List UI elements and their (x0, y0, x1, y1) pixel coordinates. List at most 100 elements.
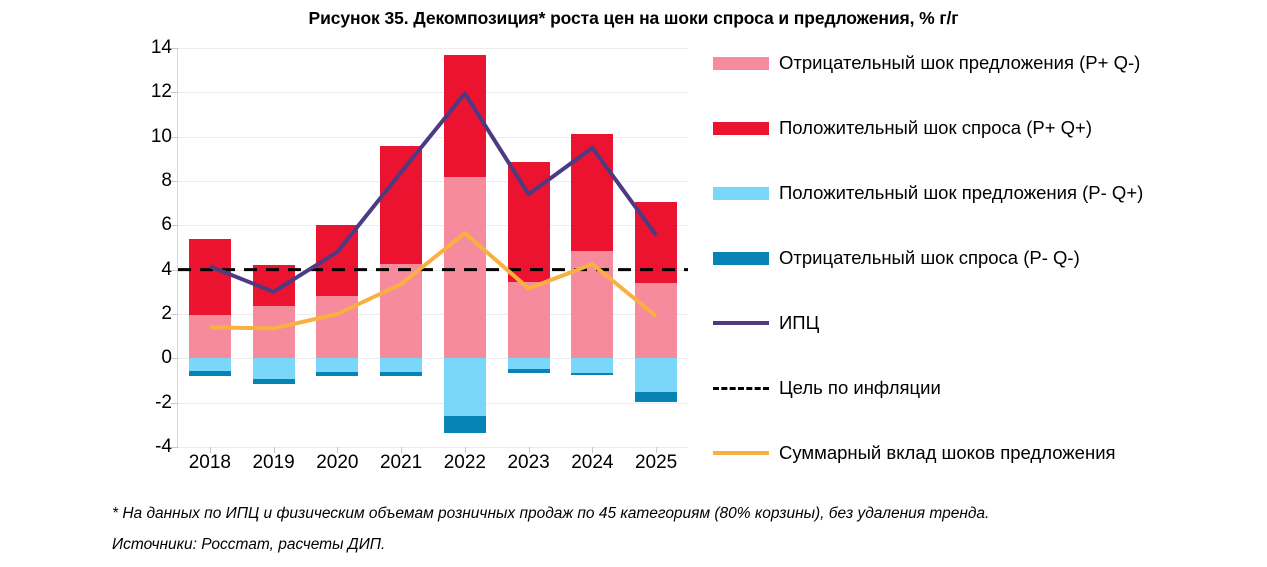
bar-segment (635, 358, 678, 392)
y-axis-tick (171, 136, 178, 138)
legend-swatch-icon (713, 321, 769, 325)
gridline (178, 181, 688, 182)
footnote-note: * На данных по ИПЦ и физическим объемам … (112, 505, 990, 522)
footnote-sources: Источники: Росстат, расчеты ДИП. (112, 536, 386, 553)
legend-item[interactable]: Цель по инфляции (713, 375, 941, 401)
bar-segment (635, 282, 678, 359)
x-axis-tick-label: 2021 (379, 452, 423, 473)
series-line (209, 91, 658, 294)
plot-area (171, 48, 688, 453)
bar-segment (188, 238, 231, 316)
legend-swatch-icon (713, 386, 769, 390)
bar-segment (443, 415, 486, 433)
legend-label: Отрицательный шок предложения (P+ Q-) (779, 51, 1141, 73)
bar-segment (252, 379, 295, 384)
x-axis-tick (337, 447, 339, 453)
bar-segment (188, 315, 231, 359)
bar-segment (443, 176, 486, 359)
bar-segment (252, 306, 295, 359)
bar-segment (571, 372, 614, 375)
bar-segment (380, 358, 423, 372)
chart-title: Рисунок 35. Декомпозиция* роста цен на ш… (308, 8, 959, 28)
legend-item[interactable]: ИПЦ (713, 310, 819, 336)
y-axis-tick-label: 14 (150, 37, 172, 58)
x-axis-tick (528, 447, 530, 453)
bar-segment (188, 358, 231, 371)
line-overlay (178, 91, 688, 331)
bar-segment (507, 358, 550, 370)
gridline (178, 92, 688, 94)
y-axis-tick (171, 314, 178, 315)
x-axis-tick (592, 447, 594, 453)
bar-segment (316, 371, 359, 377)
bar-segment (188, 370, 231, 377)
y-axis-tick-label: 2 (161, 303, 172, 324)
legend-swatch-icon (713, 186, 769, 200)
bar-segment (571, 134, 614, 251)
y-axis-tick-label: 10 (150, 125, 172, 147)
bar-segment (571, 358, 614, 373)
x-axis-tick-label: 2022 (443, 452, 487, 473)
legend-swatch-icon (713, 451, 769, 455)
y-axis-labels: 14 12 10 8 6 4 2 0 -2 -4 (110, 37, 172, 457)
gridline (178, 358, 688, 360)
x-axis-tick (273, 447, 275, 453)
x-axis-tick-label: 2019 (252, 452, 295, 473)
series-line (209, 231, 658, 331)
x-axis-tick-label: 2025 (634, 452, 678, 473)
gridline (178, 225, 688, 227)
y-axis-tick (171, 92, 178, 94)
gridline (178, 48, 688, 49)
y-axis-tick-label: 0 (161, 347, 172, 369)
x-axis-tick-label: 2020 (316, 452, 359, 473)
bar-segment (443, 358, 486, 416)
bar-segment (380, 264, 423, 359)
x-axis-tick-label: 2024 (571, 452, 614, 473)
y-axis-tick (171, 358, 178, 360)
legend-label: Суммарный вклад шоков предложения (779, 441, 1116, 463)
gridline (178, 447, 688, 448)
bar-segment (507, 369, 550, 373)
x-axis-tick (401, 447, 403, 453)
legend-item[interactable]: Суммарный вклад шоков предложения (713, 440, 1116, 466)
legend-item[interactable]: Отрицательный шок спроса (P- Q-) (713, 245, 1080, 271)
legend-item[interactable]: Положительный шок спроса (P+ Q+) (713, 115, 1092, 141)
legend-label: Положительный шок спроса (P+ Q+) (779, 116, 1093, 138)
gridline (178, 136, 688, 138)
legend-label: Отрицательный шок спроса (P- Q-) (779, 246, 1080, 268)
legend-label: ИПЦ (779, 311, 820, 333)
x-axis-tick (464, 447, 466, 453)
legend-swatch-icon (713, 251, 769, 265)
bar-segment (252, 358, 295, 380)
gridline (178, 314, 688, 315)
legend-item[interactable]: Положительный шок предложения (P- Q+) (713, 180, 1143, 206)
y-axis-tick (171, 225, 178, 227)
x-axis-tick-label: 2018 (188, 452, 232, 473)
y-axis-tick-label: 6 (161, 214, 172, 236)
y-axis-tick-label: 8 (161, 170, 172, 191)
x-axis-tick (209, 447, 211, 453)
bar-segment (380, 145, 423, 265)
bar-segment (507, 281, 550, 359)
bar-segment (635, 391, 678, 402)
y-axis-line (177, 48, 178, 447)
legend-swatch-icon (713, 121, 769, 135)
x-axis-tick-label: 2023 (507, 452, 550, 473)
legend-label: Положительный шок предложения (P- Q+) (779, 181, 1144, 203)
y-axis-tick (171, 402, 178, 404)
legend-swatch-icon (713, 56, 769, 70)
legend-label: Цель по инфляции (779, 376, 941, 398)
legend-item[interactable]: Отрицательный шок предложения (P+ Q-) (713, 50, 1140, 76)
y-axis-tick (171, 269, 178, 271)
y-axis-tick-label: -2 (155, 391, 172, 413)
y-axis-tick-label: 4 (161, 258, 172, 280)
y-axis-tick (171, 181, 178, 182)
bar-segment (316, 358, 359, 372)
y-axis-tick-label: -4 (155, 436, 172, 457)
bar-segment (380, 371, 423, 377)
gridline (178, 402, 688, 404)
y-axis-tick (171, 447, 178, 448)
y-axis-tick (171, 48, 178, 49)
x-axis-tick (656, 447, 658, 453)
